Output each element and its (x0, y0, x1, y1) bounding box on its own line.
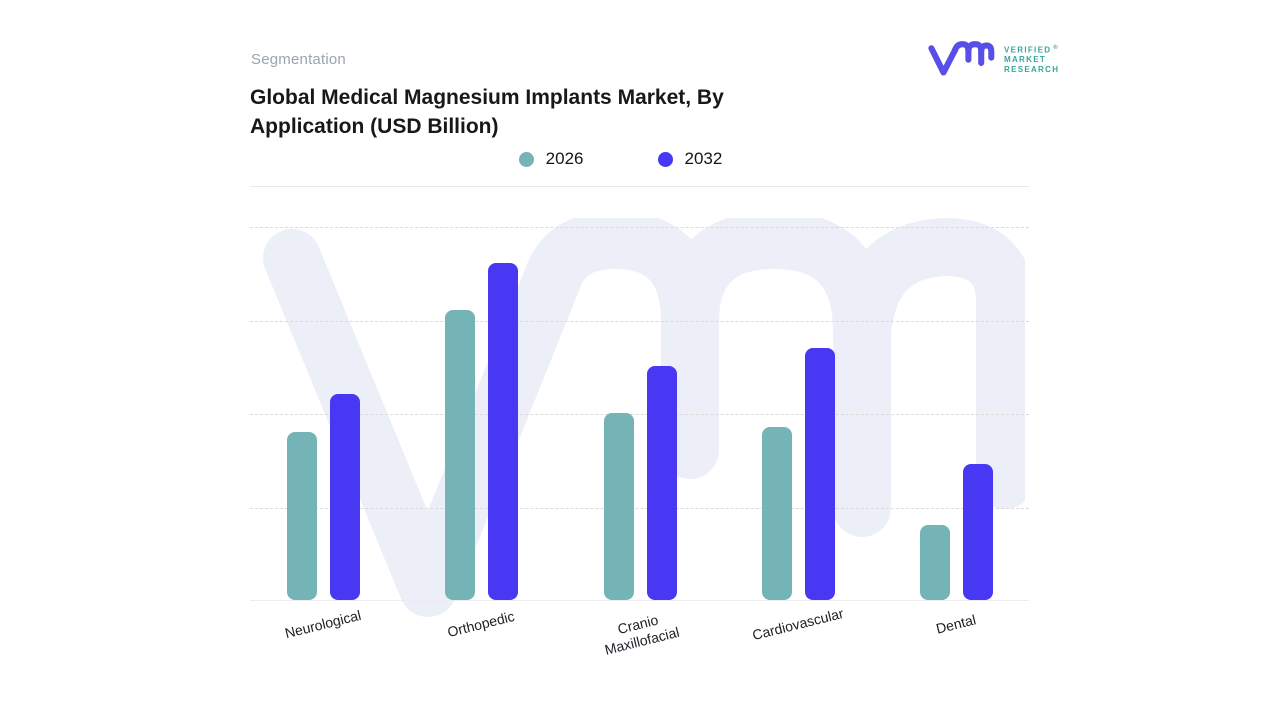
chart-plot (250, 227, 1029, 601)
vmr-logo: VERIFIED ® MARKET RESEARCH (926, 36, 1059, 82)
x-axis-label-cardiovascular: Cardiovascular (750, 604, 845, 644)
legend-swatch-2032 (657, 151, 673, 167)
legend-item-2026: 2026 (518, 149, 584, 169)
chart-title-line2: Application (USD Billion) (250, 115, 499, 138)
bar-2026-orthopedic (445, 310, 476, 600)
bar-2032-orthopedic (488, 263, 519, 600)
bar-2032-cranio-maxillofacial (646, 366, 677, 600)
bar-2032-cardiovascular (804, 347, 835, 600)
bar-2032-dental (963, 464, 993, 600)
legend-item-2032: 2032 (657, 149, 723, 169)
registered-mark: ® (1053, 44, 1060, 51)
chart-title-line1: Global Medical Magnesium Implants Market… (250, 86, 724, 109)
x-axis-label-neurological: Neurological (283, 606, 363, 642)
legend-label: 2026 (545, 149, 584, 168)
section-eyebrow: Segmentation (251, 51, 346, 68)
chart-legend: 2026 2032 (231, 149, 1010, 169)
x-axis-label-dental: Dental (934, 611, 978, 637)
bar-2026-dental (920, 525, 950, 600)
gridline (250, 414, 1029, 415)
logo-word-market: MARKET (1004, 55, 1047, 65)
vmr-logo-text: VERIFIED ® MARKET RESEARCH (1004, 43, 1059, 76)
x-axis-label-orthopedic: Orthopedic (445, 607, 517, 641)
bar-2026-neurological (287, 431, 317, 600)
gridline (250, 320, 1029, 322)
logo-word-verified: VERIFIED (1004, 45, 1052, 55)
header-divider (250, 186, 1029, 187)
vmr-logo-icon (928, 41, 995, 76)
legend-label: 2032 (684, 149, 723, 168)
chart-area: Neurological Orthopedic Cranio Maxillofaci… (250, 190, 1029, 670)
bar-2032-neurological (330, 394, 360, 600)
gridline (250, 227, 1029, 228)
x-axis-label-cranio-maxillofacial: Cranio Maxillofacial (602, 611, 681, 658)
bar-2026-cardiovascular (761, 427, 792, 600)
chart-title: Global Medical Magnesium Implants Market… (250, 83, 724, 141)
gridline (250, 507, 1029, 509)
logo-word-research: RESEARCH (1004, 65, 1060, 75)
bar-2026-cranio-maxillofacial (603, 413, 634, 600)
legend-swatch-2026 (518, 151, 534, 167)
